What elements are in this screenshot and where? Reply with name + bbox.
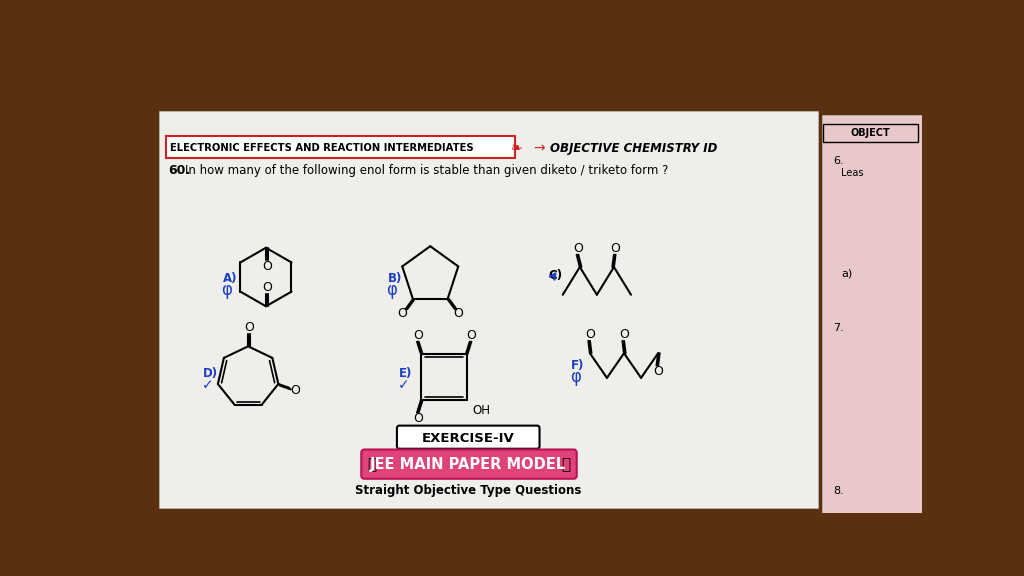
Bar [128,69,922,123]
Text: O: O [413,412,423,425]
Text: D): D) [203,367,218,380]
Text: O: O [609,242,620,255]
Text: OBJECTIVE CHEMISTRY ID: OBJECTIVE CHEMISTRY ID [550,142,718,155]
Text: O: O [262,281,271,294]
Text: JEE MAIN PAPER MODEL: JEE MAIN PAPER MODEL [370,457,566,472]
Text: 6.: 6. [834,156,844,166]
Text: 🌸: 🌸 [368,457,377,472]
Text: O: O [244,321,254,334]
Text: ✓: ✓ [203,378,214,392]
Text: φ: φ [221,281,231,299]
Text: O: O [291,384,300,397]
Text: A): A) [222,272,237,285]
Text: ✓: ✓ [397,378,410,392]
Text: OH: OH [472,404,490,418]
Text: O: O [453,307,463,320]
Text: F): F) [571,359,585,372]
Text: O: O [397,307,408,320]
Text: Straight Objective Type Questions: Straight Objective Type Questions [355,484,582,497]
Text: In how many of the following enol form is stable than given diketo / triketo for: In how many of the following enol form i… [184,164,668,177]
Text: O: O [573,242,584,255]
Bar [821,115,922,513]
Text: φ: φ [570,368,582,386]
Text: B): B) [388,272,402,285]
Text: →: → [532,142,545,156]
Text: 7.: 7. [834,323,844,334]
FancyBboxPatch shape [397,426,540,449]
Text: O: O [620,328,629,341]
Text: φ: φ [386,281,397,299]
Text: ELECTRONIC EFFECTS AND REACTION INTERMEDIATES: ELECTRONIC EFFECTS AND REACTION INTERMED… [170,143,473,153]
Text: OBJECT: OBJECT [851,128,890,138]
Text: O: O [585,328,595,341]
Text: O: O [653,365,663,378]
FancyBboxPatch shape [159,112,818,508]
FancyBboxPatch shape [361,449,577,479]
FancyBboxPatch shape [166,136,515,158]
Text: 🌸: 🌸 [561,457,570,472]
Text: O: O [466,329,476,342]
Text: C): C) [548,269,562,282]
Text: E): E) [398,367,412,380]
FancyBboxPatch shape [823,124,918,142]
Text: 60.: 60. [168,164,190,177]
Text: O: O [413,329,423,342]
Text: a): a) [841,268,852,278]
Text: ❧: ❧ [511,142,523,156]
Text: O: O [262,260,271,273]
Text: Leas: Leas [841,168,863,177]
Text: 8.: 8. [834,487,844,497]
Text: EXERCISE-IV: EXERCISE-IV [422,432,515,445]
